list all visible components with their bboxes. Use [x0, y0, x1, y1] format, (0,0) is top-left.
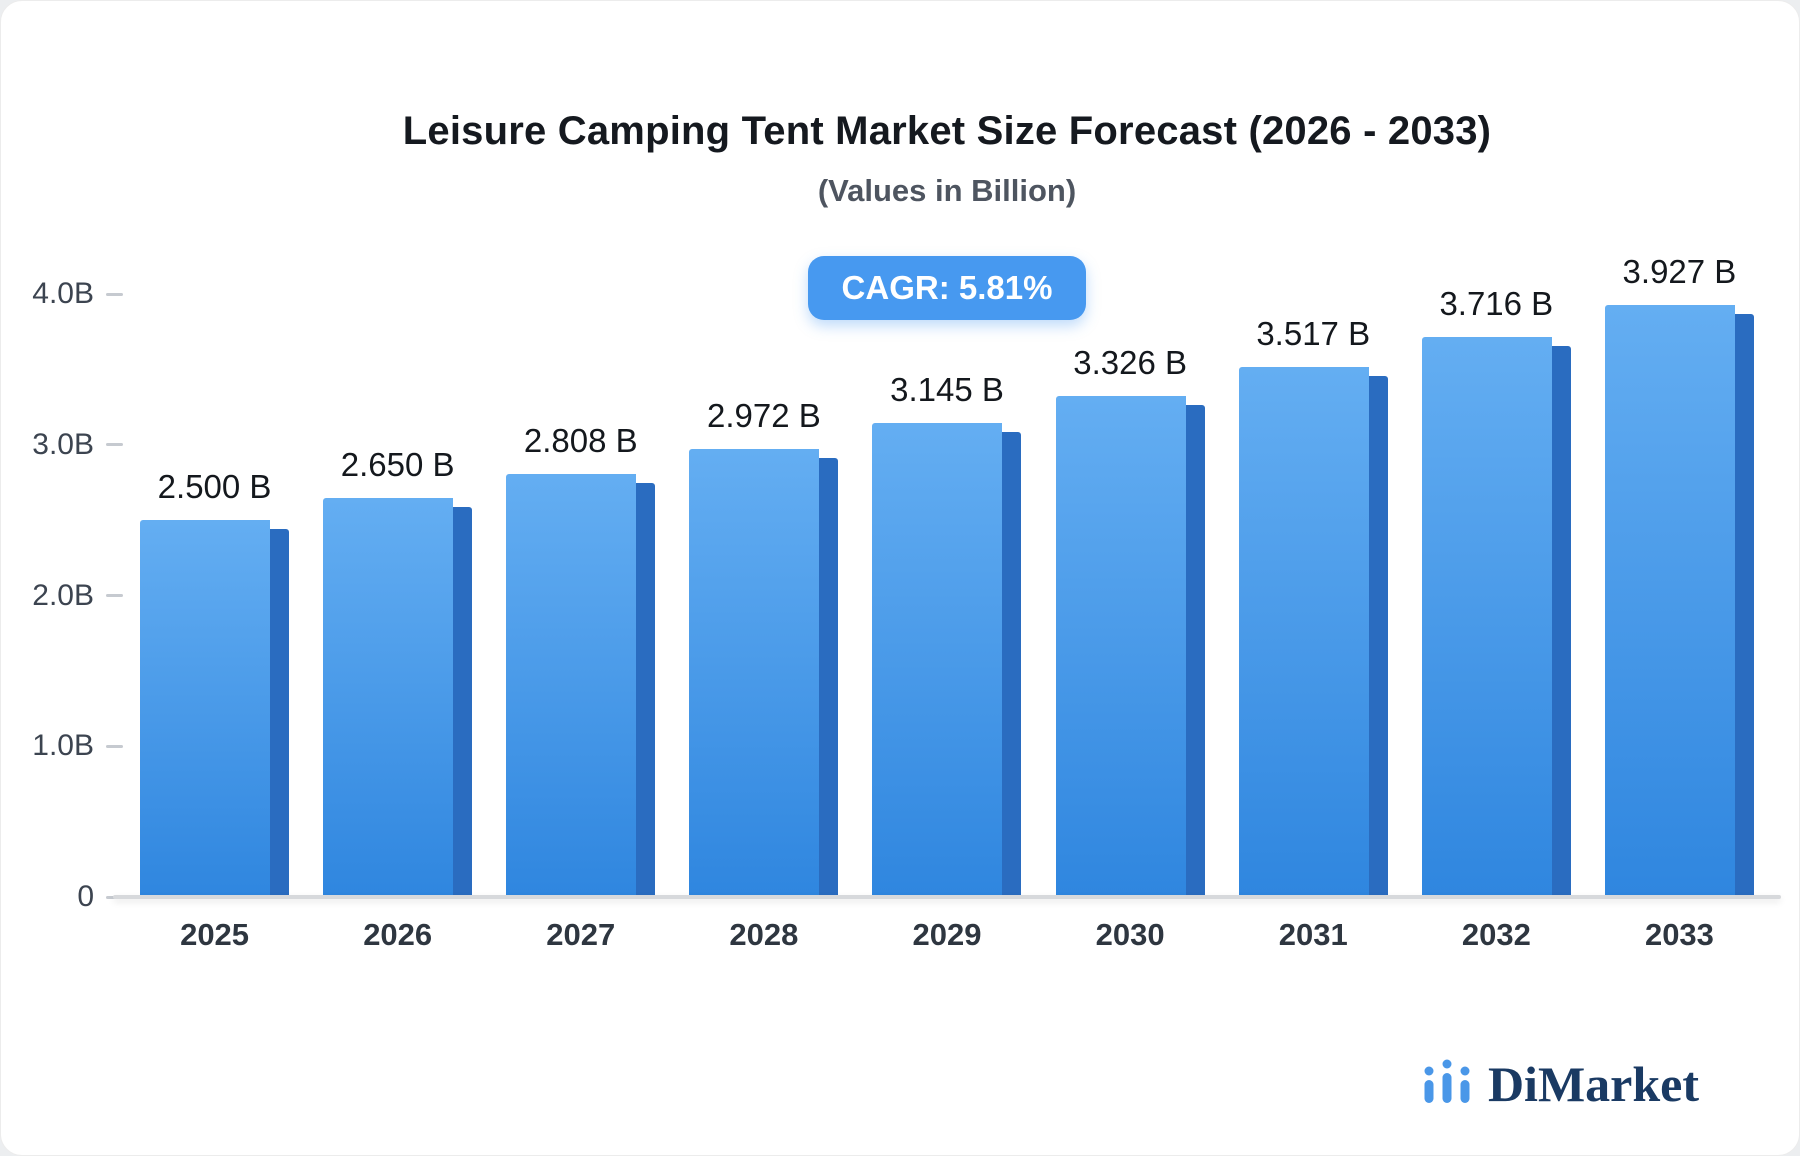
- x-axis-label: 2027: [546, 917, 616, 952]
- x-axis-label: 2029: [912, 917, 982, 952]
- bar-side-face: [453, 506, 473, 897]
- y-axis: 0 1.0B 2.0B 3.0B 4.0B: [1, 277, 123, 913]
- bar-side-face: [819, 457, 839, 897]
- bar-side-face: [1185, 404, 1205, 897]
- bar: [872, 422, 1003, 897]
- bar-value-label: 3.927 B: [1622, 253, 1737, 291]
- chart-title: Leisure Camping Tent Market Size Forecas…: [402, 109, 1492, 153]
- bar-side-face: [1002, 431, 1022, 897]
- y-tick: 2.0B: [32, 579, 123, 613]
- cagr-badge: CAGR: 5.81%: [807, 256, 1087, 320]
- bar: [1421, 336, 1552, 897]
- bar: [1238, 366, 1369, 897]
- y-tick-mark: [106, 744, 123, 748]
- bar: [689, 448, 820, 897]
- x-axis-line: [113, 895, 1781, 899]
- bar-group: 3.326 B 2030: [1039, 294, 1222, 952]
- bar: [323, 497, 454, 897]
- y-tick-label: 4.0B: [32, 277, 94, 310]
- bar-value-label: 2.972 B: [707, 396, 821, 434]
- x-axis-label: 2033: [1644, 917, 1714, 952]
- y-tick-label: 0: [77, 880, 94, 913]
- y-tick-label: 3.0B: [32, 427, 94, 461]
- plot-area: 2.500 B 2025 2.650 B 2026 2.808 B 2027 2.972 B…: [123, 253, 1771, 952]
- x-axis-label: 2032: [1461, 917, 1531, 952]
- y-tick-label: 2.0B: [32, 578, 94, 612]
- y-tick-mark: [106, 292, 123, 296]
- bar-side-face: [270, 529, 290, 897]
- y-tick: 4.0B: [32, 277, 123, 311]
- bar-side-face: [1734, 314, 1754, 897]
- bar-value-label: 2.500 B: [157, 468, 272, 506]
- chart-subtitle: (Values in Billion): [817, 173, 1077, 208]
- bar-group: 3.517 B 2031: [1222, 294, 1405, 952]
- bar: [1055, 395, 1186, 897]
- bar-group: 3.145 B 2029: [855, 294, 1038, 952]
- bar-group: 3.716 B 2032: [1405, 285, 1588, 952]
- y-tick: 3.0B: [32, 428, 123, 462]
- bar-group: 3.927 B 2033: [1588, 253, 1771, 952]
- bar-side-face: [636, 482, 656, 897]
- bar-side-face: [1368, 375, 1388, 897]
- x-axis-label: 2026: [363, 917, 433, 952]
- bar-group: 2.972 B 2028: [672, 294, 855, 952]
- x-axis-label: 2030: [1095, 917, 1165, 952]
- bar-group: 2.500 B 2025: [123, 294, 306, 952]
- bar-group: 2.808 B 2027: [489, 294, 672, 952]
- y-tick-mark: [106, 594, 123, 597]
- bar-value-label: 2.808 B: [523, 421, 638, 459]
- y-tick: 1.0B: [32, 729, 123, 763]
- bar: [140, 520, 271, 897]
- bar-value-label: 2.650 B: [340, 445, 455, 483]
- bar-group: 2.650 B 2026: [306, 294, 489, 952]
- bar-value-label: 3.517 B: [1256, 314, 1371, 352]
- bar-chart-logo-icon: [1420, 1054, 1474, 1113]
- x-axis-label: 2025: [180, 917, 250, 952]
- bar-side-face: [1551, 345, 1571, 897]
- y-tick-mark: [106, 443, 123, 447]
- x-axis-label: 2031: [1278, 917, 1348, 952]
- bar-value-label: 3.145 B: [890, 370, 1004, 408]
- cagr-badge-row: CAGR: 5.81%: [123, 256, 1771, 320]
- brand-name: DiMarket: [1487, 1055, 1699, 1112]
- brand-logo: DiMarket: [1420, 1054, 1699, 1113]
- bar-value-label: 3.326 B: [1073, 343, 1187, 381]
- x-axis-label: 2028: [729, 917, 799, 952]
- bar: [506, 473, 637, 897]
- bar: [1604, 305, 1735, 897]
- y-tick-label: 1.0B: [32, 729, 94, 763]
- bar-value-label: 3.716 B: [1439, 284, 1554, 322]
